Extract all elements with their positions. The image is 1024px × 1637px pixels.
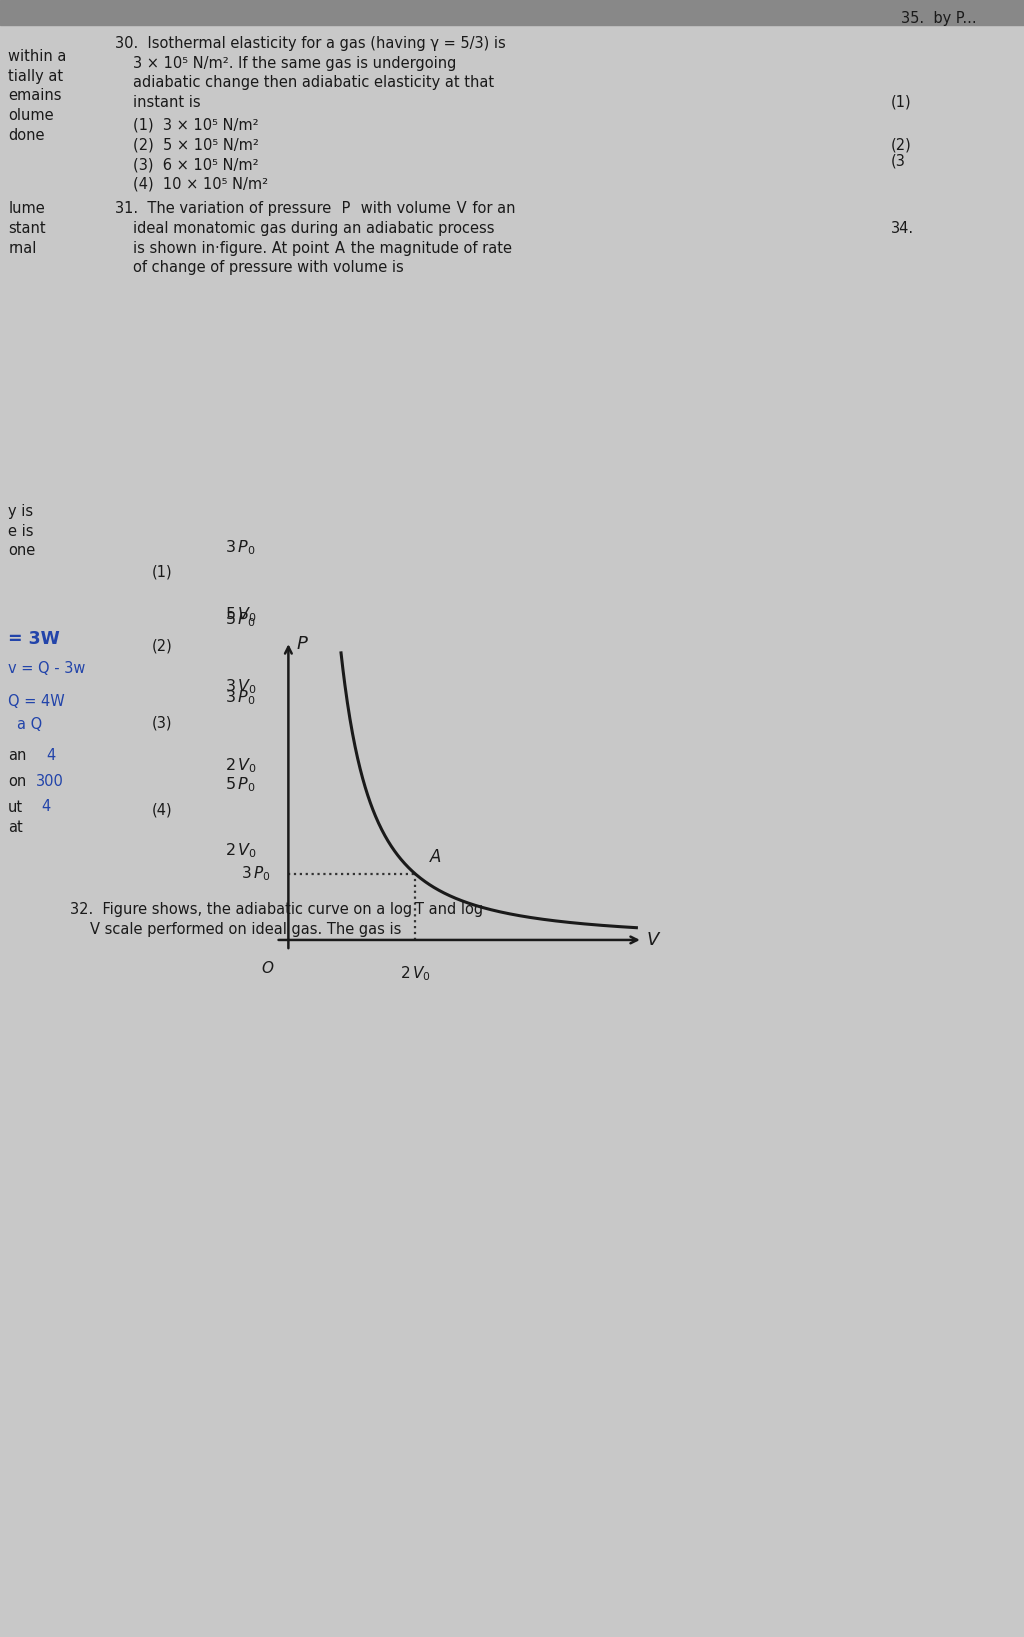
- Text: Q = 4W: Q = 4W: [8, 694, 65, 709]
- Text: 35.  by P...: 35. by P...: [901, 11, 977, 26]
- Text: 30.  Isothermal elasticity for a gas (having γ = 5/3) is: 30. Isothermal elasticity for a gas (hav…: [115, 36, 506, 51]
- Text: $2\,V_0$: $2\,V_0$: [225, 756, 257, 774]
- Text: done: done: [8, 128, 45, 142]
- Text: 32.  Figure shows, the adiabatic curve on a log T and log: 32. Figure shows, the adiabatic curve on…: [70, 902, 482, 917]
- Text: (1): (1): [891, 95, 911, 110]
- Text: an: an: [8, 748, 27, 763]
- Text: stant: stant: [8, 221, 46, 236]
- Text: (3): (3): [152, 715, 172, 730]
- Text: ideal monatomic gas during an adiabatic process: ideal monatomic gas during an adiabatic …: [133, 221, 495, 236]
- Text: instant is: instant is: [133, 95, 201, 110]
- Text: $5\,V_0$: $5\,V_0$: [225, 606, 257, 624]
- Text: tially at: tially at: [8, 69, 63, 83]
- Text: (2): (2): [891, 138, 911, 152]
- Text: (4): (4): [152, 802, 172, 817]
- Text: $3\,P_0$: $3\,P_0$: [225, 689, 256, 707]
- Text: (3: (3: [891, 154, 906, 169]
- Text: a Q: a Q: [17, 717, 43, 732]
- Text: $P$: $P$: [296, 635, 309, 653]
- Text: $2\,V_0$: $2\,V_0$: [399, 964, 430, 982]
- Text: $V$: $V$: [646, 931, 662, 949]
- Text: within a: within a: [8, 49, 67, 64]
- Text: olume: olume: [8, 108, 54, 123]
- Text: lume: lume: [8, 201, 45, 216]
- Text: on: on: [8, 774, 27, 789]
- Text: e is: e is: [8, 524, 34, 539]
- Text: $5\,P_0$: $5\,P_0$: [225, 611, 256, 629]
- Text: 31.  The variation of pressure   P   with volume  V  for an: 31. The variation of pressure P with vol…: [115, 201, 515, 216]
- Text: (4)  10 × 10⁵ N/m²: (4) 10 × 10⁵ N/m²: [133, 177, 268, 192]
- Text: = 3W: = 3W: [8, 630, 60, 648]
- Text: is shown in·figure. At point  A  the magnitude of rate: is shown in·figure. At point A the magni…: [133, 241, 512, 255]
- Text: 3 × 10⁵ N/m². If the same gas is undergoing: 3 × 10⁵ N/m². If the same gas is undergo…: [133, 56, 457, 70]
- Text: rnal: rnal: [8, 241, 37, 255]
- Text: of change of pressure with volume is: of change of pressure with volume is: [133, 260, 403, 275]
- Text: 34.: 34.: [891, 221, 914, 236]
- Text: V scale performed on ideal gas. The gas is: V scale performed on ideal gas. The gas …: [90, 922, 401, 936]
- Text: 4: 4: [41, 799, 50, 814]
- Text: $3\,P_0$: $3\,P_0$: [242, 864, 270, 882]
- Text: ut: ut: [8, 800, 24, 815]
- Text: $5\,P_0$: $5\,P_0$: [225, 776, 256, 794]
- Text: 300: 300: [36, 774, 63, 789]
- Text: (2)  5 × 10⁵ N/m²: (2) 5 × 10⁵ N/m²: [133, 138, 259, 152]
- Text: one: one: [8, 543, 36, 558]
- Text: (1)  3 × 10⁵ N/m²: (1) 3 × 10⁵ N/m²: [133, 118, 259, 133]
- Text: $3\,P_0$: $3\,P_0$: [225, 539, 256, 557]
- Text: (1): (1): [152, 565, 172, 579]
- Text: (3)  6 × 10⁵ N/m²: (3) 6 × 10⁵ N/m²: [133, 157, 259, 172]
- Text: $2\,V_0$: $2\,V_0$: [225, 841, 257, 859]
- Text: at: at: [8, 820, 23, 835]
- Text: $O$: $O$: [261, 959, 274, 976]
- Text: v = Q - 3w: v = Q - 3w: [8, 661, 86, 676]
- Text: $A$: $A$: [429, 848, 442, 866]
- Text: $3\,V_0$: $3\,V_0$: [225, 678, 257, 696]
- Text: (2): (2): [152, 638, 172, 653]
- Text: emains: emains: [8, 88, 61, 103]
- Text: 4: 4: [46, 748, 55, 763]
- Text: y is: y is: [8, 504, 34, 519]
- Text: adiabatic change then adiabatic elasticity at that: adiabatic change then adiabatic elastici…: [133, 75, 495, 90]
